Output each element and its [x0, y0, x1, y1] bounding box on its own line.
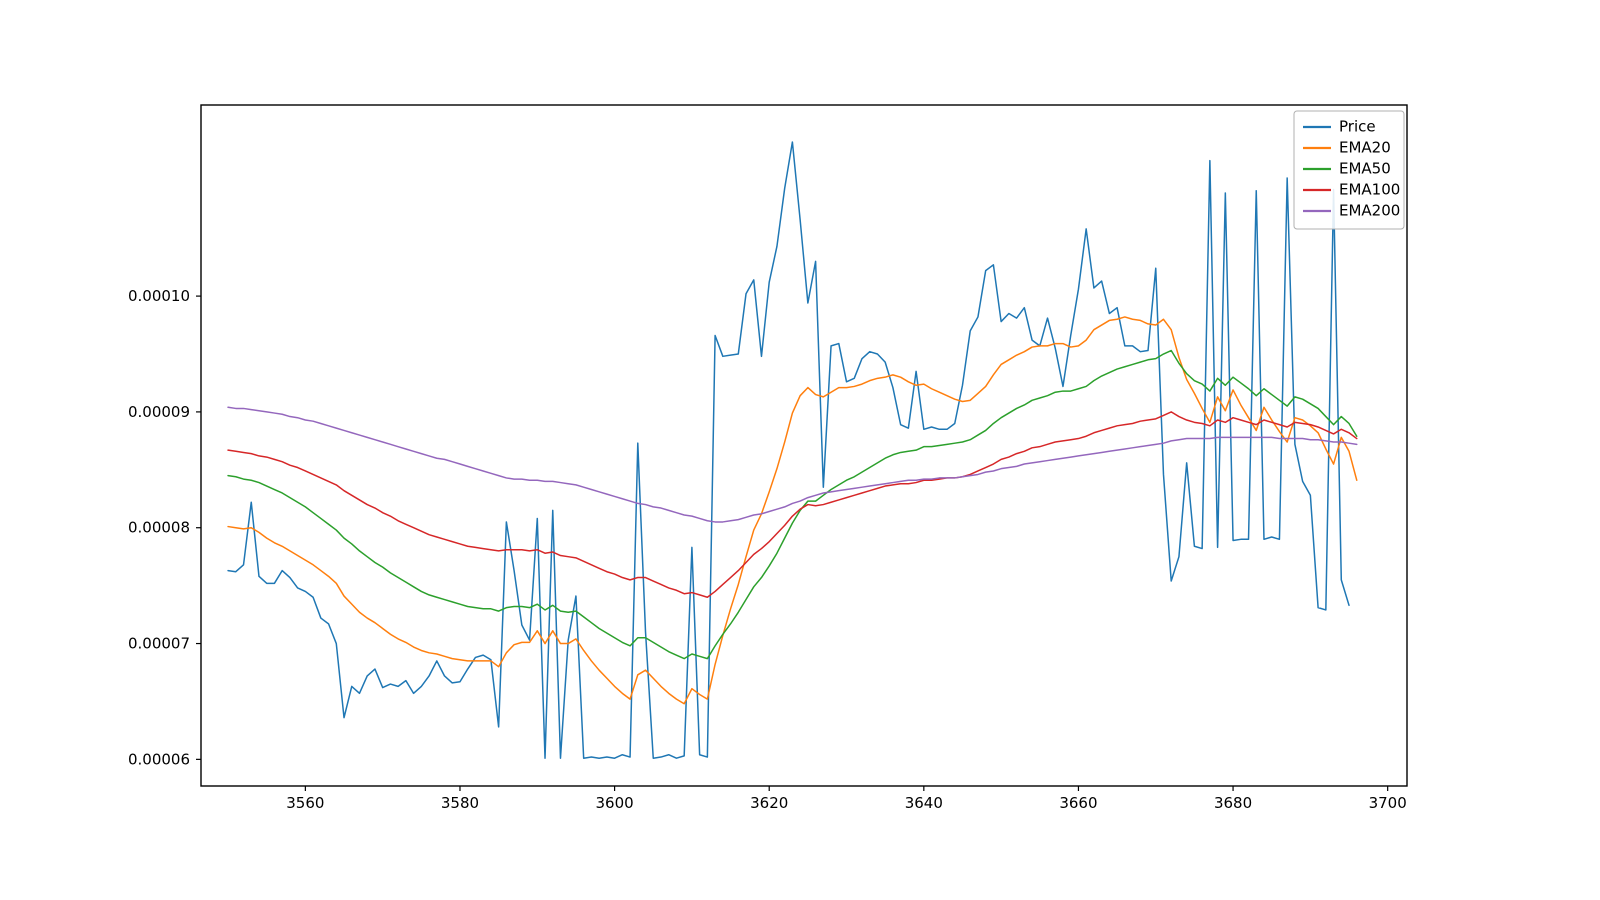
y-tick-label: 0.00007 [128, 635, 190, 653]
legend-label-ema20[interactable]: EMA20 [1339, 139, 1391, 157]
axes-frame [200, 104, 1408, 787]
data-series-group [227, 141, 1358, 759]
x-tick-label: 3700 [1369, 794, 1407, 812]
series-line-ema20 [227, 316, 1358, 705]
series-line-ema200 [227, 406, 1358, 523]
y-tick-label: 0.00010 [128, 287, 190, 305]
legend-label-ema200[interactable]: EMA200 [1339, 202, 1400, 220]
x-tick-label: 3560 [286, 794, 324, 812]
x-tick-label: 3640 [905, 794, 943, 812]
legend-label-price[interactable]: Price [1339, 118, 1376, 136]
y-tick-label: 0.00006 [128, 750, 190, 768]
legend-label-ema100[interactable]: EMA100 [1339, 181, 1400, 199]
y-tick-label: 0.00009 [128, 403, 190, 421]
x-tick-label: 3680 [1214, 794, 1252, 812]
series-line-ema100 [227, 411, 1358, 598]
series-line-price [227, 141, 1350, 759]
axes-background [201, 105, 1407, 786]
axes-spines [200, 104, 1408, 787]
legend-background [1293, 110, 1405, 230]
y-tick-labels: 0.00006 0.00007 0.00008 0.00009 0.00010 [128, 287, 190, 768]
x-tick-label: 3600 [596, 794, 634, 812]
legend-label-ema50[interactable]: EMA50 [1339, 160, 1391, 178]
x-tick-marks [304, 786, 1389, 791]
y-tick-marks [196, 295, 201, 760]
series-line-ema50 [227, 349, 1358, 660]
legend[interactable]: Price EMA20 EMA50 EMA100 EMA200 [1293, 110, 1405, 230]
x-tick-label: 3660 [1059, 794, 1097, 812]
x-tick-labels: 3560 3580 3600 3620 3640 3660 3680 3700 [286, 794, 1406, 812]
y-tick-label: 0.00008 [128, 519, 190, 537]
x-tick-label: 3620 [750, 794, 788, 812]
x-tick-label: 3580 [441, 794, 479, 812]
